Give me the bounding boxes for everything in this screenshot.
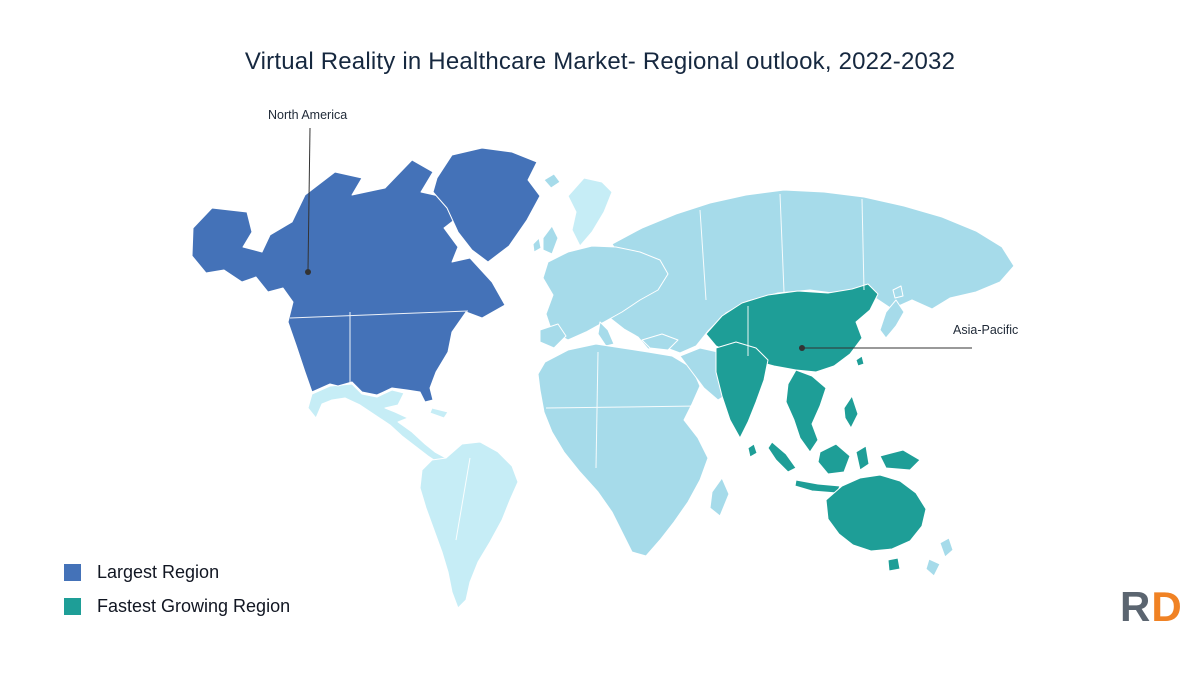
north-america-marker-dot: [305, 269, 311, 275]
region-rest-of-world: [307, 173, 1015, 609]
legend: Largest Region Fastest Growing Region: [64, 562, 290, 630]
logo-letter-d: D: [1151, 583, 1182, 630]
region-borneo: [817, 443, 851, 475]
region-uk: [542, 225, 559, 255]
legend-swatch-fastest-growing-region: [64, 598, 81, 615]
region-ireland: [532, 237, 542, 253]
region-java: [794, 479, 841, 494]
region-new-guinea: [879, 449, 921, 471]
logo-letter-r: R: [1120, 583, 1151, 630]
legend-label-largest-region: Largest Region: [97, 562, 220, 582]
legend-item-fastest-growing-region: Fastest Growing Region: [64, 596, 290, 617]
region-usa-canada-alaska: [191, 159, 506, 403]
region-tasmania: [887, 557, 901, 572]
region-new-zealand-south: [925, 558, 941, 577]
region-sumatra: [767, 441, 797, 473]
region-africa: [537, 343, 709, 557]
region-caribbean: [429, 407, 449, 419]
region-australia: [825, 474, 927, 552]
region-japan: [879, 299, 905, 339]
region-madagascar: [709, 477, 730, 517]
region-sri-lanka: [747, 443, 758, 458]
region-asia-pacific: [705, 283, 927, 572]
asia-pacific-marker-dot: [799, 345, 805, 351]
region-europe: [542, 245, 669, 341]
region-north-america: [191, 147, 541, 403]
region-sulawesi: [855, 445, 870, 471]
region-iceland: [543, 173, 561, 189]
asia-pacific-label: Asia-Pacific: [953, 323, 1019, 337]
region-philippines: [843, 395, 859, 429]
region-iberia: [539, 323, 567, 349]
region-india: [715, 341, 769, 439]
country-border-lines: [289, 193, 865, 541]
region-south-america: [419, 441, 519, 609]
region-italy: [597, 321, 615, 347]
legend-item-largest-region: Largest Region: [64, 562, 290, 583]
north-america-label: North America: [268, 108, 348, 122]
region-new-zealand-north: [939, 537, 954, 558]
region-turkey: [641, 333, 679, 351]
brand-logo: R D: [1120, 586, 1182, 628]
region-greenland: [432, 147, 541, 263]
annotation-lines: [305, 127, 972, 351]
region-mexico-central-america: [307, 383, 447, 465]
legend-swatch-largest-region: [64, 564, 81, 581]
north-america-leader-line: [307, 127, 311, 271]
region-taiwan: [855, 355, 865, 367]
region-japan-north: [892, 285, 904, 299]
legend-label-fastest-growing-region: Fastest Growing Region: [97, 596, 291, 616]
region-scandinavia: [567, 177, 613, 247]
region-southeast-asia: [785, 369, 827, 453]
chart-title: Virtual Reality in Healthcare Market- Re…: [244, 48, 956, 75]
